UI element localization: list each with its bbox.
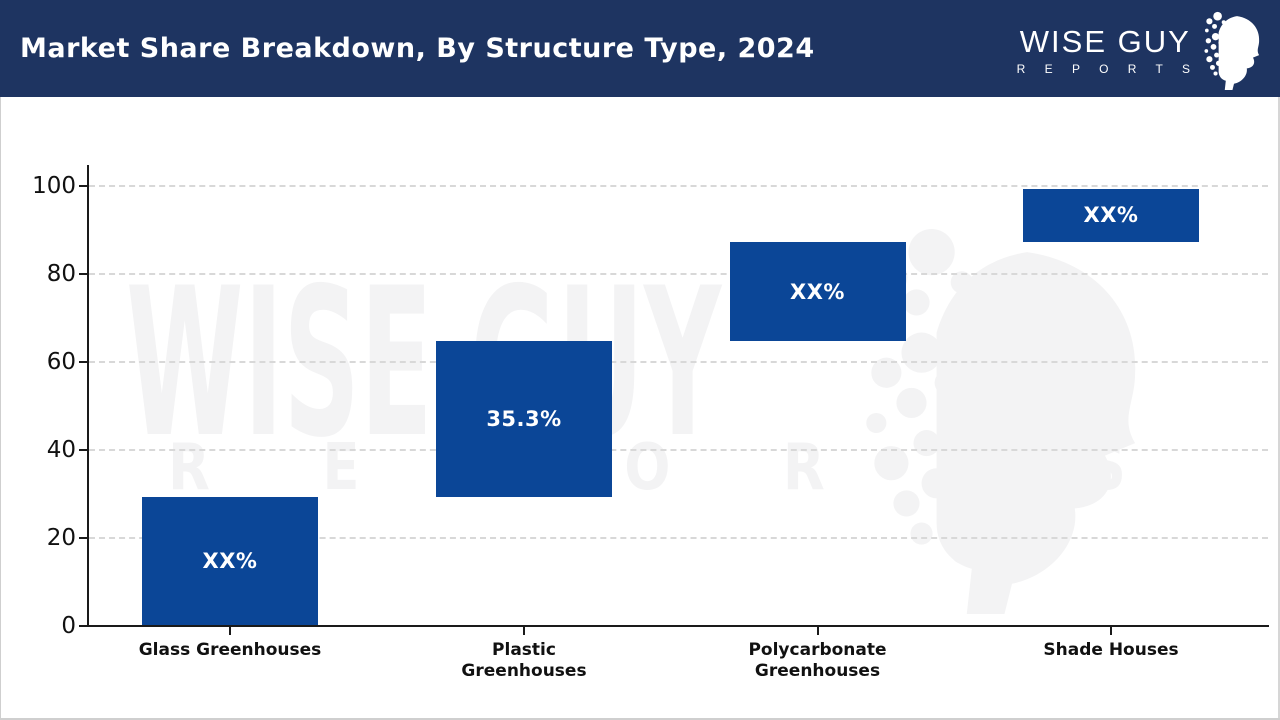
logo-wordmark: WISE GUY — [1019, 23, 1191, 59]
gridline-40 — [89, 449, 1268, 451]
gridline-80 — [89, 273, 1268, 275]
y-tick-mark-0 — [79, 625, 88, 627]
bar-value-label-polycarbonate-greenhouses: XX% — [790, 279, 845, 304]
logo-reports-text: R E P O R T S — [1016, 61, 1198, 76]
bar-shade-houses: XX% — [1023, 188, 1199, 243]
watermark-head-icon — [866, 229, 1136, 614]
y-tick-label-80: 80 — [46, 261, 76, 287]
x-axis-label-glass-greenhouses: Glass Greenhouses — [138, 640, 322, 660]
gridline-100 — [89, 185, 1268, 187]
y-tick-label-100: 100 — [32, 173, 76, 199]
bar-glass-greenhouses: XX% — [142, 496, 318, 626]
x-axis-label-polycarbonate-greenhouses: Polycarbonate Greenhouses — [748, 640, 887, 681]
wiseguy-head-icon — [1204, 11, 1260, 90]
x-axis-line — [87, 625, 1269, 627]
wiseguy-logo: WISE GUY R E P O R T S — [1013, 10, 1266, 92]
bar-plastic-greenhouses: 35.3% — [436, 341, 612, 497]
y-tick-label-60: 60 — [46, 349, 76, 375]
y-tick-mark-60 — [79, 361, 88, 363]
bar-value-label-shade-houses: XX% — [1083, 203, 1139, 228]
x-axis-label-plastic-greenhouses: Plastic Greenhouses — [461, 640, 587, 681]
watermark-wordmark: WISE GUY — [126, 245, 722, 483]
bar-polycarbonate-greenhouses: XX% — [729, 242, 906, 342]
bar-value-label-plastic-greenhouses: 35.3% — [486, 406, 562, 431]
y-tick-mark-40 — [79, 449, 88, 451]
x-tick-mark-shade-houses — [1110, 627, 1112, 635]
x-tick-mark-glass-greenhouses — [229, 627, 231, 635]
y-tick-label-0: 0 — [61, 613, 76, 639]
x-tick-mark-plastic-greenhouses — [523, 627, 525, 635]
logo-text: WISE GUY R E P O R T S — [1013, 26, 1198, 76]
y-tick-label-40: 40 — [46, 437, 76, 463]
gridline-60 — [89, 361, 1268, 363]
y-tick-mark-80 — [79, 273, 88, 275]
bar-value-label-glass-greenhouses: XX% — [202, 549, 258, 574]
y-tick-mark-100 — [79, 185, 88, 187]
y-tick-mark-20 — [79, 537, 88, 539]
x-tick-mark-polycarbonate-greenhouses — [816, 627, 819, 635]
y-axis-line — [87, 165, 89, 627]
y-tick-label-20: 20 — [46, 525, 76, 551]
page-title: Market Share Breakdown, By Structure Typ… — [20, 33, 815, 64]
x-axis-label-shade-houses: Shade Houses — [1043, 640, 1179, 660]
gridline-20 — [89, 537, 1268, 539]
header-bar: Market Share Breakdown, By Structure Typ… — [0, 0, 1280, 97]
